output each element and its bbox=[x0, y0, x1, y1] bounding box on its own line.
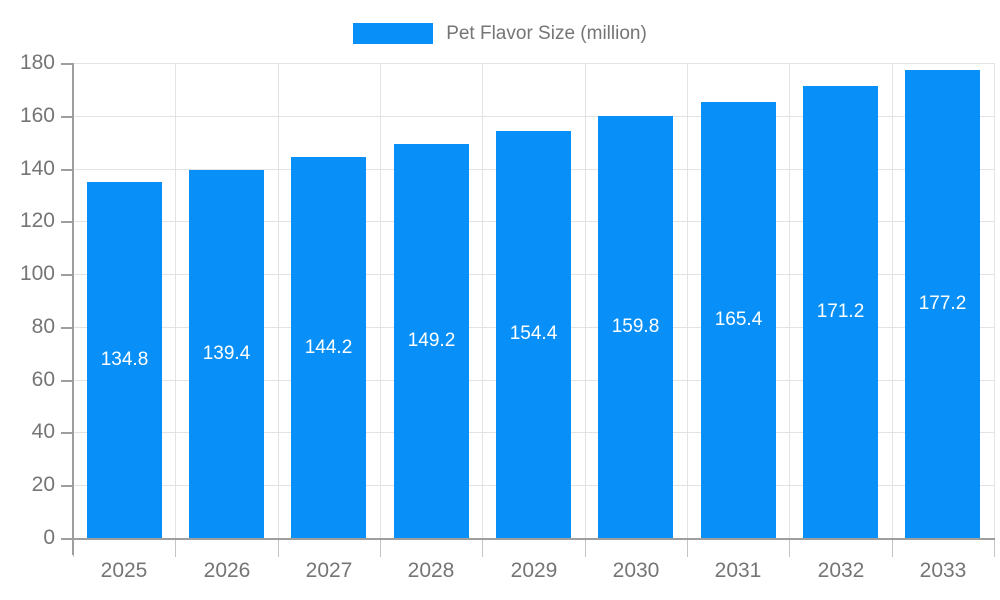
x-axis-tick bbox=[687, 538, 688, 557]
y-axis-tick-label: 0 bbox=[43, 526, 55, 549]
gridline-vertical bbox=[687, 63, 688, 538]
y-axis-tick-label: 20 bbox=[31, 473, 55, 496]
x-axis-tick bbox=[175, 538, 176, 557]
x-axis-category-label: 2033 bbox=[919, 559, 967, 582]
y-axis-tick-label: 180 bbox=[19, 51, 55, 74]
gridline-vertical bbox=[892, 63, 893, 538]
gridline-vertical bbox=[482, 63, 483, 538]
legend-label: Pet Flavor Size (million) bbox=[446, 22, 647, 44]
y-axis-tick bbox=[61, 274, 73, 276]
y-axis-tick-label: 80 bbox=[31, 315, 55, 338]
y-axis-tick bbox=[61, 63, 73, 65]
legend[interactable]: Pet Flavor Size (million) bbox=[0, 18, 1000, 48]
bar-value-label: 149.2 bbox=[407, 330, 456, 351]
gridline-horizontal bbox=[73, 116, 994, 117]
x-axis-category-label: 2028 bbox=[407, 559, 455, 582]
bar[interactable] bbox=[87, 182, 162, 538]
y-axis-tick bbox=[61, 432, 73, 434]
y-axis-tick-label: 140 bbox=[19, 157, 55, 180]
bar-value-label: 171.2 bbox=[816, 301, 865, 322]
gridline-vertical bbox=[175, 63, 176, 538]
bar[interactable] bbox=[598, 116, 673, 538]
x-axis-line bbox=[72, 538, 995, 540]
bar-value-label: 177.2 bbox=[918, 293, 967, 314]
gridline-vertical bbox=[585, 63, 586, 538]
gridline-vertical bbox=[380, 63, 381, 538]
gridline-horizontal bbox=[73, 63, 994, 64]
x-axis-category-label: 2029 bbox=[510, 559, 558, 582]
x-axis-tick bbox=[278, 538, 279, 557]
x-axis-category-label: 2032 bbox=[817, 559, 865, 582]
bar-value-label: 144.2 bbox=[304, 337, 353, 358]
bar[interactable] bbox=[189, 170, 264, 538]
x-axis-tick bbox=[892, 538, 893, 557]
y-axis-tick bbox=[61, 221, 73, 223]
x-axis-tick bbox=[482, 538, 483, 557]
gridline-vertical bbox=[994, 63, 995, 538]
bar-value-label: 134.8 bbox=[100, 349, 149, 370]
x-axis-tick bbox=[994, 538, 995, 557]
x-axis-category-label: 2026 bbox=[203, 559, 251, 582]
y-axis-tick bbox=[61, 169, 73, 171]
gridline-vertical bbox=[789, 63, 790, 538]
x-axis-category-label: 2025 bbox=[100, 559, 148, 582]
y-axis-tick bbox=[61, 116, 73, 118]
y-axis-tick-label: 160 bbox=[19, 104, 55, 127]
y-axis-tick bbox=[61, 380, 73, 382]
x-axis-category-label: 2031 bbox=[714, 559, 762, 582]
x-axis-category-label: 2027 bbox=[305, 559, 353, 582]
y-axis-tick bbox=[61, 327, 73, 329]
y-axis-tick bbox=[61, 485, 73, 487]
bar[interactable] bbox=[803, 86, 878, 538]
x-axis-category-label: 2030 bbox=[612, 559, 660, 582]
y-axis-tick-label: 60 bbox=[31, 368, 55, 391]
bar[interactable] bbox=[905, 70, 980, 538]
bar[interactable] bbox=[496, 131, 571, 538]
bar-value-label: 165.4 bbox=[714, 309, 763, 330]
x-axis-tick bbox=[585, 538, 586, 557]
y-axis-tick-label: 100 bbox=[19, 262, 55, 285]
x-axis-tick bbox=[789, 538, 790, 557]
bar-value-label: 139.4 bbox=[202, 343, 251, 364]
bar[interactable] bbox=[291, 157, 366, 538]
y-axis-tick bbox=[61, 538, 73, 540]
gridline-vertical bbox=[278, 63, 279, 538]
y-axis-tick-label: 40 bbox=[31, 420, 55, 443]
y-axis-tick-label: 120 bbox=[19, 209, 55, 232]
y-axis-line bbox=[72, 63, 74, 555]
bar-value-label: 159.8 bbox=[611, 316, 660, 337]
x-axis-tick bbox=[380, 538, 381, 557]
bar[interactable] bbox=[394, 144, 469, 538]
bar-value-label: 154.4 bbox=[509, 323, 558, 344]
legend-swatch-icon bbox=[353, 22, 434, 44]
bar[interactable] bbox=[701, 102, 776, 538]
